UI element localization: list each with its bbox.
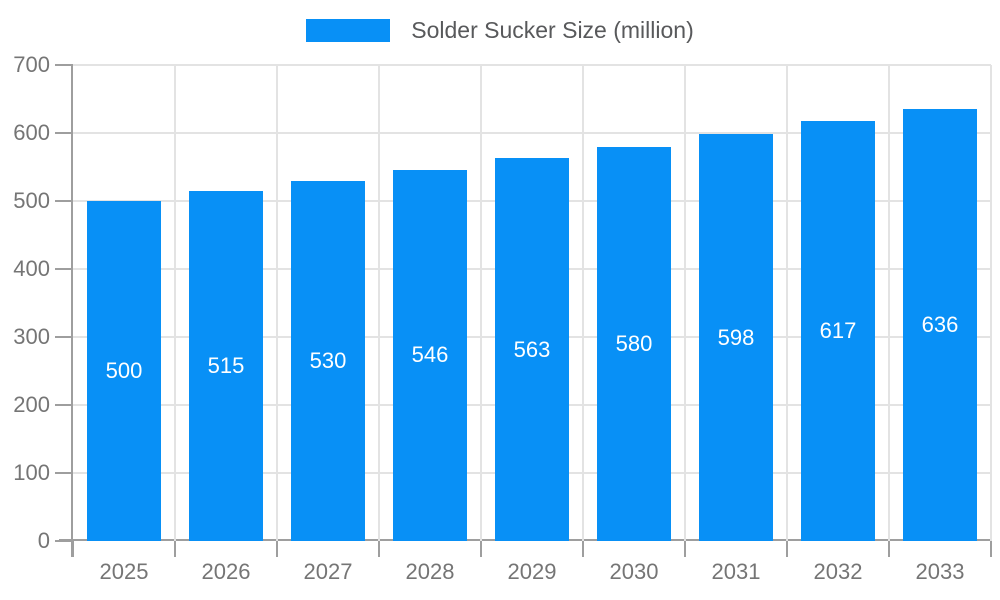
y-tick-label: 0 <box>37 528 50 553</box>
x-axis-labels: 2025 2026 2027 2028 2029 2030 2031 2032 2033 <box>73 558 991 586</box>
bar[interactable]: 580 <box>597 146 671 541</box>
gridline-vertical <box>480 65 482 541</box>
gridline-vertical <box>378 65 380 541</box>
bar-value-label: 515 <box>207 352 245 378</box>
x-tick-label: 2030 <box>609 559 659 584</box>
y-axis-tick <box>55 132 73 134</box>
x-tick-label: 2033 <box>915 559 965 584</box>
gridline-vertical <box>990 65 992 541</box>
gridline-horizontal <box>73 64 991 66</box>
gridline-vertical <box>276 65 278 541</box>
bar[interactable]: 515 <box>189 190 263 541</box>
bar-value-label: 617 <box>819 318 857 344</box>
x-tick-label: 2029 <box>507 559 557 584</box>
bar[interactable]: 617 <box>801 121 875 541</box>
bar-value-label: 598 <box>717 324 755 350</box>
y-tick-label: 300 <box>13 324 50 349</box>
x-tick-label: 2031 <box>711 559 761 584</box>
x-axis-tick <box>480 541 482 557</box>
bar[interactable]: 563 <box>495 158 569 541</box>
x-tick-label: 2026 <box>201 559 251 584</box>
x-axis-tick <box>888 541 890 557</box>
legend-item[interactable]: Solder Sucker Size (million) <box>306 17 694 44</box>
gridline-vertical <box>786 65 788 541</box>
bar-value-label: 500 <box>105 358 143 383</box>
y-axis-tick <box>55 336 73 338</box>
gridline-vertical <box>582 65 584 541</box>
gridline-vertical <box>174 65 176 541</box>
plot-area: 500 515 530 546 563 580 598 617 636 <box>73 64 992 541</box>
bar-value-label: 580 <box>615 330 653 356</box>
bar[interactable]: 500 <box>87 201 161 541</box>
x-axis-tick <box>786 541 788 557</box>
x-axis-tick <box>174 541 176 557</box>
bar[interactable]: 636 <box>903 108 977 541</box>
y-axis-tick <box>55 64 73 66</box>
bar-value-label: 636 <box>921 311 959 337</box>
x-tick-label: 2025 <box>99 559 149 584</box>
y-tick-label: 100 <box>13 460 50 485</box>
legend-label: Solder Sucker Size (million) <box>411 17 694 43</box>
bar-value-label: 546 <box>411 342 449 368</box>
x-tick-label: 2027 <box>303 559 353 584</box>
x-axis-tick <box>684 541 686 557</box>
bar[interactable]: 546 <box>393 169 467 541</box>
x-tick-label: 2032 <box>813 559 863 584</box>
gridline-vertical <box>684 65 686 541</box>
y-tick-label: 600 <box>13 120 50 145</box>
legend: Solder Sucker Size (million) <box>0 17 1000 44</box>
x-tick-label: 2028 <box>405 559 455 584</box>
y-axis-tick <box>55 268 73 270</box>
bar[interactable]: 530 <box>291 180 365 541</box>
x-axis-tick <box>72 541 74 557</box>
x-axis-tick <box>276 541 278 557</box>
x-axis-tick <box>990 541 992 557</box>
bar-value-label: 563 <box>513 336 551 362</box>
y-axis-tick <box>55 200 73 202</box>
y-axis-tick <box>55 540 73 542</box>
bar-value-label: 530 <box>309 347 347 373</box>
y-axis-tick <box>55 472 73 474</box>
gridline-horizontal <box>73 132 991 134</box>
y-axis-tick <box>55 404 73 406</box>
legend-swatch <box>306 19 391 42</box>
bar[interactable]: 598 <box>699 134 773 541</box>
y-tick-label: 200 <box>13 392 50 417</box>
x-axis-tick <box>378 541 380 557</box>
y-axis-line <box>71 65 73 557</box>
y-tick-label: 400 <box>13 256 50 281</box>
y-tick-label: 500 <box>13 188 50 213</box>
gridline-vertical <box>888 65 890 541</box>
y-tick-label: 700 <box>13 52 50 77</box>
x-axis-tick <box>582 541 584 557</box>
